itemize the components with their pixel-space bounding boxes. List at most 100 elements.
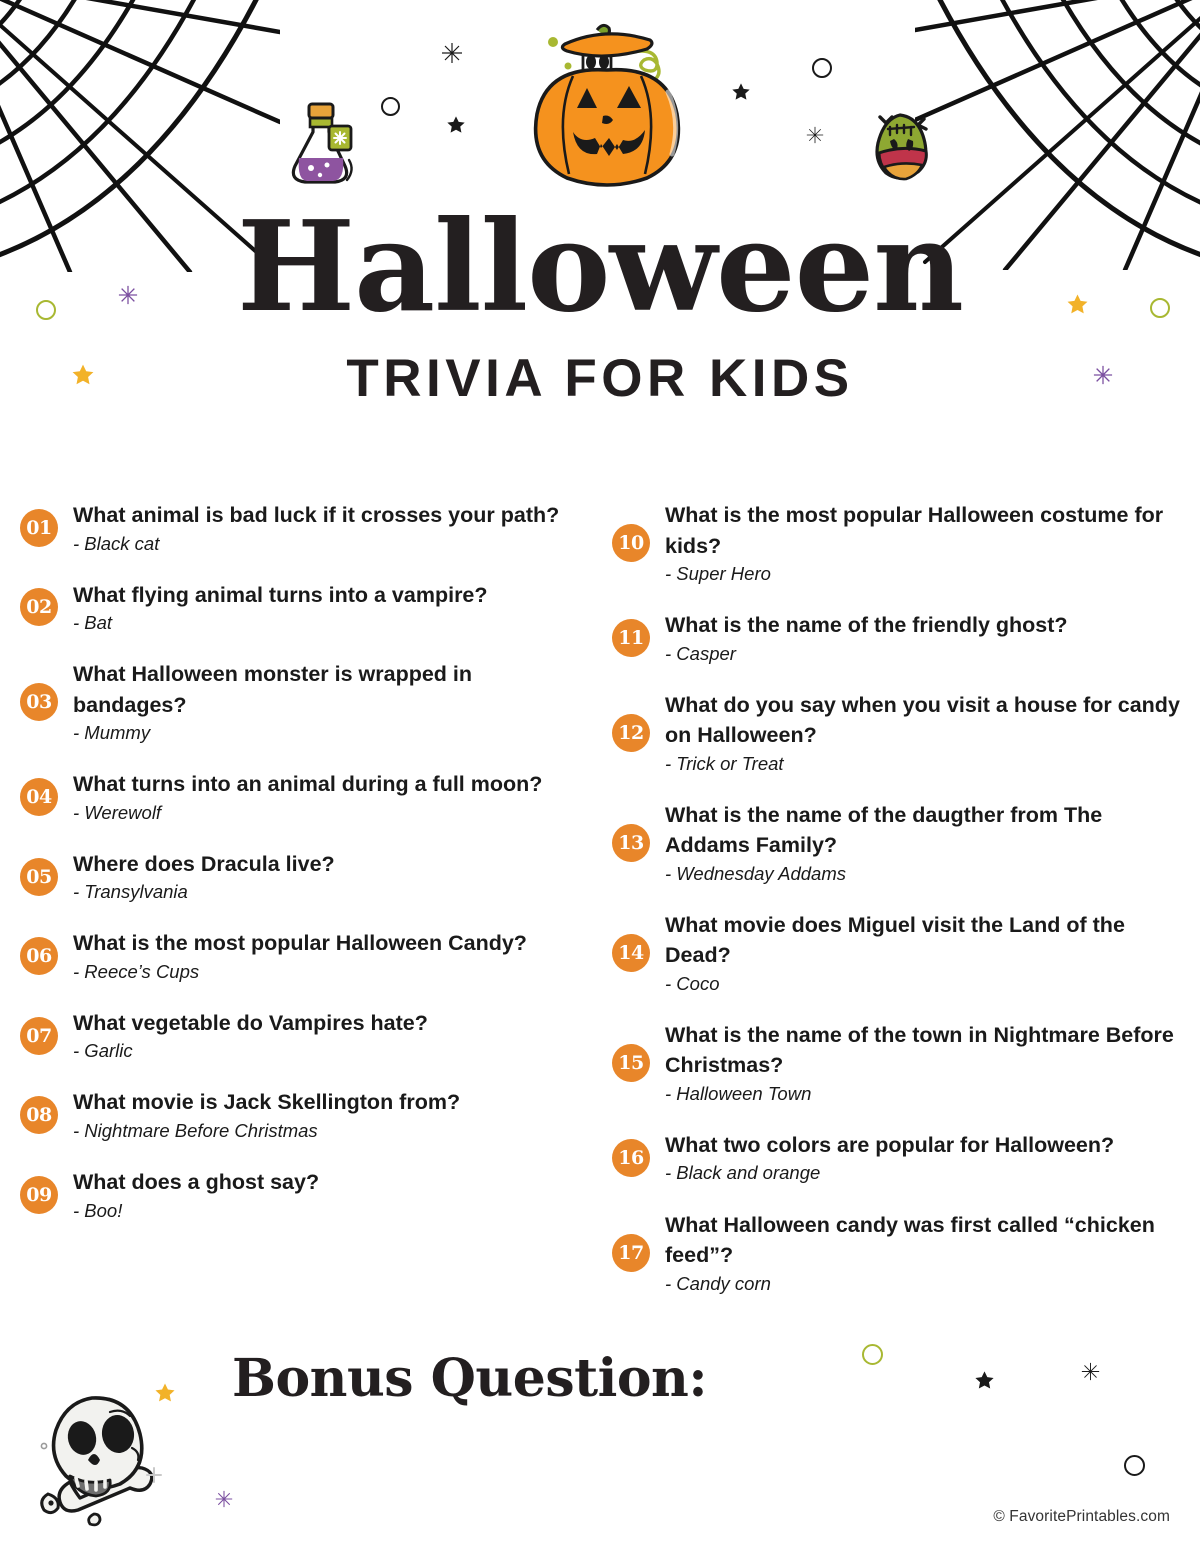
star-icon [731, 82, 751, 107]
question-answer: - Garlic [73, 1040, 133, 1062]
question-item: 13 What is the name of the daugther from … [612, 800, 1182, 886]
circle-outline-icon [862, 1344, 883, 1365]
question-text: What Halloween monster is wrapped in ban… [73, 662, 473, 717]
question-answer: - Black cat [73, 532, 160, 554]
question-number-badge: 15 [612, 1043, 650, 1082]
question-answer: - Wednesday Addams [665, 862, 846, 884]
star-icon [71, 363, 95, 392]
question-answer: - Boo! [73, 1199, 123, 1221]
question-answer: - Black and orange [665, 1162, 821, 1184]
bonus-question-heading: Bonus Question: [232, 1348, 708, 1409]
question-item: 08 What movie is Jack Skellington from? - … [20, 1087, 578, 1143]
question-answer: - Super Hero [665, 563, 771, 585]
question-number-badge: 01 [20, 508, 58, 547]
question-number-badge: 08 [20, 1096, 58, 1135]
question-item: 16 What two colors are popular for Hallow… [612, 1130, 1182, 1186]
page-title-block: Halloween TRIVIA FOR KIDS [0, 205, 1200, 409]
question-body: What movie is Jack Skellington from? - Ni… [73, 1087, 578, 1143]
question-answer: - Transylvania [73, 881, 188, 903]
question-text: What vegetable do Vampires hate? [73, 1010, 428, 1035]
sparkle-icon [806, 126, 824, 144]
star-icon [974, 1370, 995, 1396]
question-answer: - Mummy [73, 722, 151, 744]
sparkle-icon [441, 42, 463, 64]
question-text: What is the most popular Halloween Candy… [73, 931, 527, 956]
question-number-badge: 13 [612, 823, 650, 862]
circle-outline-icon [381, 97, 400, 116]
question-body: What is the name of the town in Nightmar… [665, 1020, 1182, 1106]
questions-column-right: 10 What is the most popular Halloween cos… [600, 500, 1200, 1320]
jack-o-lantern-with-ghost-icon [505, 4, 710, 194]
question-number-badge: 07 [20, 1016, 58, 1055]
question-text: What is the most popular Halloween costu… [665, 503, 1164, 558]
questions-column-left: 01 What animal is bad luck if it crosses … [0, 500, 600, 1320]
question-body: What vegetable do Vampires hate? - Garlic [73, 1008, 578, 1064]
question-text: What Halloween candy was first called “c… [665, 1212, 1155, 1268]
question-body: What movie does Miguel visit the Land of… [665, 910, 1182, 996]
page-title: Halloween [237, 194, 964, 340]
questions-container: 01 What animal is bad luck if it crosses … [0, 500, 1200, 1320]
question-number-badge: 05 [20, 857, 58, 896]
page-subtitle: TRIVIA FOR KIDS [346, 349, 854, 408]
question-item: 02 What flying animal turns into a vampir… [20, 580, 578, 636]
question-item: 15 What is the name of the town in Nightm… [612, 1020, 1182, 1106]
question-number-badge: 06 [20, 937, 58, 976]
circle-outline-icon [36, 300, 56, 320]
question-text: What does a ghost say? [73, 1170, 320, 1195]
circle-outline-icon [1124, 1455, 1145, 1476]
sparkle-icon [1093, 365, 1113, 385]
question-number-badge: 17 [612, 1233, 650, 1272]
question-answer: - Reece’s Cups [73, 960, 200, 982]
question-item: 05 Where does Dracula live? - Transylvania [20, 849, 578, 905]
sparkle-icon [215, 1490, 233, 1508]
question-item: 14 What movie does Miguel visit the Land … [612, 910, 1182, 996]
sparkle-icon [118, 285, 138, 305]
star-icon [1066, 293, 1089, 321]
question-body: Where does Dracula live? - Transylvania [73, 849, 578, 905]
question-answer: - Casper [665, 642, 736, 664]
question-text: What flying animal turns into a vampire? [73, 582, 488, 607]
question-text: What animal is bad luck if it crosses yo… [73, 503, 560, 527]
question-item: 11 What is the name of the friendly ghost… [612, 610, 1182, 666]
question-item: 01 What animal is bad luck if it crosses … [20, 500, 578, 556]
question-text: What is the name of the town in Nightmar… [665, 1022, 1174, 1078]
question-number-badge: 09 [20, 1175, 58, 1214]
question-body: What turns into an animal during a full … [73, 769, 578, 825]
question-number-badge: 12 [612, 713, 650, 752]
question-body: What is the name of the daugther from Th… [665, 800, 1182, 886]
question-number-badge: 04 [20, 777, 58, 816]
question-text: What is the name of the friendly ghost? [665, 613, 1068, 638]
question-answer: - Trick or Treat [665, 752, 784, 774]
question-text: What turns into an animal during a full … [73, 772, 543, 797]
question-answer: - Bat [73, 612, 113, 634]
question-body: What is the name of the friendly ghost? -… [665, 610, 1182, 666]
question-number-badge: 16 [612, 1138, 650, 1177]
question-text: What two colors are popular for Hallowee… [665, 1132, 1115, 1157]
question-item: 07 What vegetable do Vampires hate? - Garl… [20, 1008, 578, 1064]
question-body: What two colors are popular for Hallowee… [665, 1130, 1182, 1186]
question-body: What does a ghost say? - Boo! [73, 1167, 578, 1223]
question-number-badge: 14 [612, 933, 650, 972]
question-number-badge: 02 [20, 588, 58, 627]
circle-outline-icon [812, 58, 832, 78]
question-item: 04 What turns into an animal during a ful… [20, 769, 578, 825]
question-answer: - Werewolf [73, 801, 162, 823]
question-body: What animal is bad luck if it crosses yo… [73, 500, 578, 556]
question-body: What is the most popular Halloween Candy… [73, 928, 578, 984]
potion-bottle-icon [283, 96, 361, 193]
frankenstein-candy-corn-icon [866, 105, 938, 192]
question-number-badge: 11 [612, 618, 650, 657]
question-answer: - Halloween Town [665, 1082, 812, 1104]
question-text: What is the name of the daugther from Th… [665, 802, 1103, 858]
question-text: Where does Dracula live? [73, 851, 335, 876]
star-icon [446, 115, 466, 140]
question-text: What movie does Miguel visit the Land of… [665, 912, 1125, 968]
question-body: What flying animal turns into a vampire?… [73, 580, 578, 636]
question-text: What movie is Jack Skellington from? [73, 1090, 461, 1115]
skull-and-bone-icon [26, 1390, 176, 1537]
question-body: What do you say when you visit a house f… [665, 690, 1182, 776]
circle-outline-icon [1150, 298, 1170, 318]
question-item: 09 What does a ghost say? - Boo! [20, 1167, 578, 1223]
question-body: What Halloween monster is wrapped in ban… [73, 659, 578, 745]
